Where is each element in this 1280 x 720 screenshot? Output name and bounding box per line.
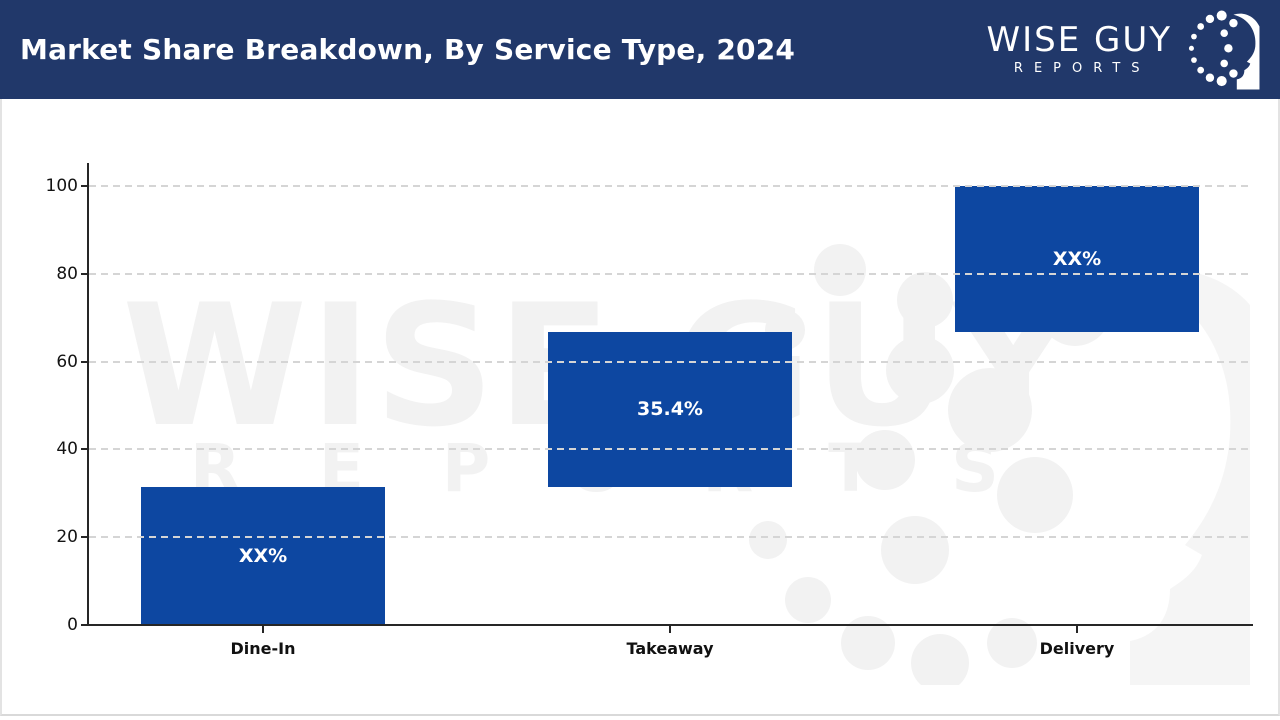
y-tick-label-60: 60 bbox=[56, 351, 78, 372]
header-bar: Market Share Breakdown, By Service Type,… bbox=[0, 0, 1280, 99]
x-tick-label-delivery: Delivery bbox=[1039, 639, 1115, 658]
brand-logo: WISE GUY REPORTS bbox=[986, 0, 1262, 99]
bar-delivery: XX% bbox=[955, 186, 1199, 332]
y-tick-label-20: 20 bbox=[56, 527, 78, 548]
brand-subname: REPORTS bbox=[1013, 61, 1151, 76]
gridline-80 bbox=[89, 272, 1253, 275]
brand-logo-text: WISE GUY REPORTS bbox=[986, 23, 1172, 76]
bar-dine-in: XX% bbox=[141, 487, 385, 625]
y-axis-spine bbox=[87, 163, 89, 626]
x-tick-mark-dine-in bbox=[262, 626, 264, 633]
x-tick-mark-delivery bbox=[1076, 626, 1078, 633]
x-tick-label-takeaway: Takeaway bbox=[626, 639, 714, 658]
y-tick-mark-100 bbox=[81, 185, 87, 187]
gridline-20 bbox=[89, 536, 1253, 539]
bar-takeaway: 35.4% bbox=[548, 331, 792, 488]
page-title: Market Share Breakdown, By Service Type,… bbox=[20, 33, 796, 66]
y-tick-mark-40 bbox=[81, 448, 87, 451]
y-tick-mark-60 bbox=[81, 360, 87, 363]
x-tick-mark-takeaway bbox=[669, 626, 671, 633]
gridline-60 bbox=[89, 360, 1253, 363]
y-tick-mark-20 bbox=[81, 536, 87, 539]
gridline-100 bbox=[89, 185, 1253, 187]
x-tick-label-dine-in: Dine-In bbox=[230, 639, 296, 658]
y-tick-label-80: 80 bbox=[56, 263, 78, 284]
x-axis-spine bbox=[87, 624, 1253, 626]
bar-value-label: 35.4% bbox=[637, 398, 703, 421]
y-tick-label-100: 100 bbox=[45, 176, 78, 196]
y-tick-mark-0 bbox=[81, 624, 87, 626]
brand-name: WISE GUY bbox=[986, 20, 1172, 60]
bar-value-label: XX% bbox=[1052, 247, 1102, 270]
bar-value-label: XX% bbox=[238, 545, 288, 568]
y-tick-label-40: 40 bbox=[56, 439, 78, 460]
gridline-40 bbox=[89, 448, 1253, 451]
y-tick-label-0: 0 bbox=[67, 615, 78, 635]
brand-face-icon bbox=[1188, 10, 1260, 89]
y-tick-mark-80 bbox=[81, 272, 87, 275]
